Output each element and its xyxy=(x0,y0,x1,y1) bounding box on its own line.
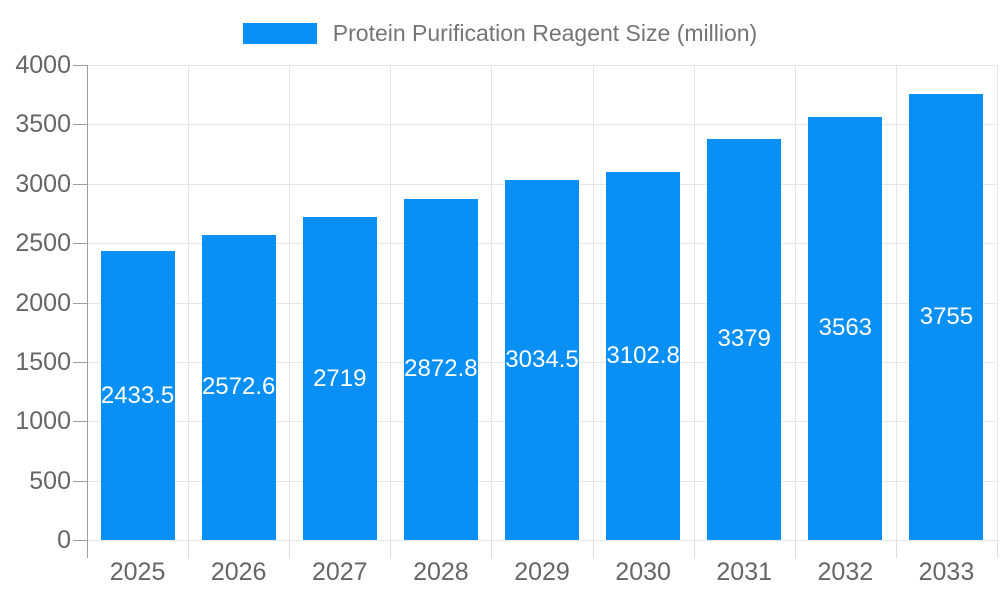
bar-2032 xyxy=(808,116,883,540)
x-axis-label: 2026 xyxy=(210,558,267,586)
bar-2031 xyxy=(707,138,782,540)
x-axis-tick xyxy=(895,540,897,558)
v-gridline xyxy=(491,65,493,540)
bar-2026 xyxy=(201,234,276,540)
v-gridline xyxy=(390,65,392,540)
h-gridline xyxy=(87,65,997,66)
v-gridline xyxy=(794,65,796,540)
y-axis-label: 1000 xyxy=(15,407,71,436)
y-axis-label: 2500 xyxy=(15,229,71,258)
v-gridline xyxy=(289,65,291,540)
v-gridline xyxy=(188,65,190,540)
bar-2028 xyxy=(403,198,478,540)
y-axis-label: 2000 xyxy=(15,288,71,317)
y-axis-label: 4000 xyxy=(15,51,71,79)
x-axis-label: 2031 xyxy=(716,558,773,586)
x-axis-label: 2032 xyxy=(817,558,874,586)
y-axis-line xyxy=(87,65,88,558)
y-axis-tick xyxy=(73,302,87,304)
y-axis-label: 1500 xyxy=(15,347,71,376)
bar-2030 xyxy=(606,171,681,540)
legend-swatch xyxy=(242,23,317,44)
bar-value-label: 2572.6 xyxy=(201,373,276,401)
legend-label: Protein Purification Reagent Size (milli… xyxy=(332,20,758,46)
y-axis-tick xyxy=(73,65,87,66)
x-axis-label: 2027 xyxy=(311,558,368,586)
y-axis-tick xyxy=(73,540,87,541)
v-gridline xyxy=(895,65,897,540)
bar-value-label: 2872.8 xyxy=(404,355,478,383)
y-axis-tick xyxy=(73,480,87,482)
bar-2025 xyxy=(100,251,175,540)
y-axis-label: 3500 xyxy=(15,110,71,139)
bar-value-label: 2433.5 xyxy=(100,381,175,409)
x-axis-tick xyxy=(693,540,695,558)
bar-value-label: 3755 xyxy=(919,303,974,331)
x-axis-tick xyxy=(188,540,190,558)
y-axis-tick xyxy=(73,124,87,126)
y-axis-tick xyxy=(73,243,87,245)
bar-2033 xyxy=(909,94,984,540)
y-axis-label: 0 xyxy=(57,526,71,554)
bar-value-label: 3563 xyxy=(818,314,873,342)
y-axis-tick xyxy=(73,183,87,185)
bar-value-label: 3379 xyxy=(717,325,771,353)
x-axis-tick xyxy=(390,540,392,558)
x-axis-label: 2028 xyxy=(413,558,469,586)
x-axis-tick xyxy=(794,540,796,558)
bar-2027 xyxy=(302,217,377,540)
x-axis-tick xyxy=(592,540,594,558)
v-gridline xyxy=(693,65,695,540)
x-axis-tick xyxy=(997,540,998,558)
bar-value-label: 3034.5 xyxy=(505,345,579,373)
v-gridline xyxy=(592,65,594,540)
x-axis-label: 2029 xyxy=(514,558,570,586)
y-axis-tick xyxy=(73,421,87,423)
x-axis-label: 2033 xyxy=(918,558,975,586)
x-axis-label: 2025 xyxy=(109,558,166,586)
y-axis-label: 3000 xyxy=(15,169,71,198)
chart-legend: Protein Purification Reagent Size (milli… xyxy=(0,20,1000,47)
x-axis-label: 2030 xyxy=(615,558,671,586)
x-axis-tick xyxy=(491,540,493,558)
bar-2029 xyxy=(505,179,579,540)
h-gridline xyxy=(87,124,997,126)
bar-value-label: 2719 xyxy=(313,364,367,392)
y-axis-tick xyxy=(73,361,87,363)
y-axis-label: 500 xyxy=(29,466,71,495)
v-gridline xyxy=(997,65,998,540)
x-axis-tick xyxy=(289,540,291,558)
h-gridline xyxy=(87,540,997,541)
bar-value-label: 3102.8 xyxy=(606,341,680,369)
